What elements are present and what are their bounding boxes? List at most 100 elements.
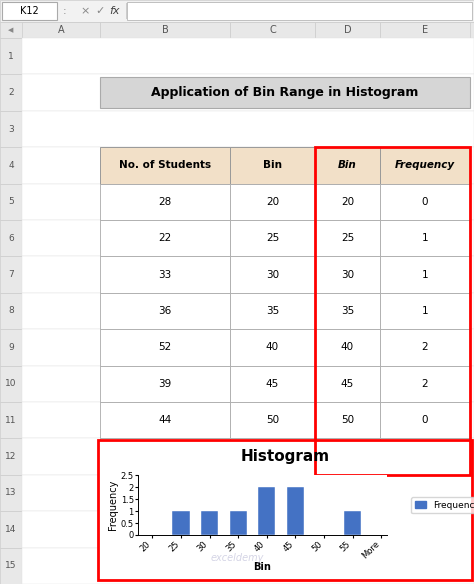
Legend: Frequency: Frequency xyxy=(411,497,474,513)
Text: 12: 12 xyxy=(5,452,17,461)
Bar xyxy=(0,548,22,584)
Text: 44: 44 xyxy=(158,415,172,425)
Bar xyxy=(230,329,315,366)
Text: C: C xyxy=(269,25,276,35)
Bar xyxy=(0,183,22,220)
Text: 25: 25 xyxy=(341,233,354,243)
Text: ✓: ✓ xyxy=(95,6,105,16)
Bar xyxy=(0,220,22,256)
Text: 1: 1 xyxy=(422,306,428,316)
Text: 36: 36 xyxy=(158,306,172,316)
Bar xyxy=(0,38,22,74)
Bar xyxy=(22,147,474,183)
Bar xyxy=(0,475,22,511)
Bar xyxy=(100,439,230,475)
Bar xyxy=(22,366,474,402)
Bar xyxy=(22,329,474,366)
Bar xyxy=(230,22,315,38)
Text: A: A xyxy=(58,25,64,35)
Bar xyxy=(380,220,470,256)
Bar xyxy=(315,329,380,366)
Text: 2: 2 xyxy=(422,342,428,352)
Bar xyxy=(380,22,470,38)
Text: 1: 1 xyxy=(422,270,428,280)
Bar xyxy=(380,402,470,439)
Bar xyxy=(315,256,380,293)
Bar xyxy=(100,329,230,366)
Text: 13: 13 xyxy=(5,488,17,498)
Text: exceldemy: exceldemy xyxy=(210,552,264,562)
Bar xyxy=(22,38,474,74)
Text: 55: 55 xyxy=(266,451,279,461)
Bar xyxy=(315,147,470,475)
Text: ×: × xyxy=(80,6,90,16)
Y-axis label: Frequency: Frequency xyxy=(108,480,118,530)
Bar xyxy=(173,511,190,535)
Bar xyxy=(230,183,315,220)
Text: 8: 8 xyxy=(8,307,14,315)
Bar xyxy=(0,439,22,475)
Bar xyxy=(380,256,470,293)
Bar xyxy=(126,3,127,19)
Bar xyxy=(229,511,247,535)
Bar xyxy=(230,220,315,256)
Bar xyxy=(230,293,315,329)
Bar xyxy=(230,402,315,439)
Text: 7: 7 xyxy=(8,270,14,279)
Text: 20: 20 xyxy=(266,197,279,207)
Text: 40: 40 xyxy=(341,342,354,352)
Text: K12: K12 xyxy=(19,6,38,16)
Bar xyxy=(230,439,315,475)
Text: 52: 52 xyxy=(158,342,172,352)
Bar xyxy=(315,366,380,402)
Text: 20: 20 xyxy=(341,197,354,207)
Bar xyxy=(258,487,275,535)
Bar xyxy=(315,183,380,220)
Bar xyxy=(2,2,57,20)
Bar xyxy=(0,402,22,439)
Bar xyxy=(100,220,230,256)
Bar xyxy=(230,256,315,293)
Text: 30: 30 xyxy=(266,270,279,280)
Text: 11: 11 xyxy=(5,416,17,425)
Text: 1: 1 xyxy=(422,451,428,461)
Bar xyxy=(100,77,470,108)
Bar xyxy=(22,256,474,293)
Bar xyxy=(287,487,304,535)
Text: fx: fx xyxy=(110,6,120,16)
Text: ◀: ◀ xyxy=(9,27,14,33)
Bar xyxy=(0,329,22,366)
Bar xyxy=(380,293,470,329)
Text: 50: 50 xyxy=(341,415,354,425)
Text: 25: 25 xyxy=(266,233,279,243)
Text: 45: 45 xyxy=(158,451,172,461)
Bar xyxy=(344,511,361,535)
Text: 0: 0 xyxy=(422,415,428,425)
Text: D: D xyxy=(344,25,351,35)
Bar xyxy=(230,366,315,402)
Bar xyxy=(201,511,218,535)
Bar xyxy=(100,293,230,329)
Text: 15: 15 xyxy=(5,561,17,571)
Bar xyxy=(315,439,380,475)
Text: 10: 10 xyxy=(5,379,17,388)
Text: 14: 14 xyxy=(5,525,17,534)
Bar xyxy=(100,22,230,38)
Bar xyxy=(100,147,230,183)
Bar xyxy=(22,402,474,439)
Text: 40: 40 xyxy=(266,342,279,352)
Text: 1: 1 xyxy=(8,52,14,61)
Bar xyxy=(0,256,22,293)
Bar xyxy=(98,440,472,580)
Bar xyxy=(0,22,474,38)
Bar xyxy=(0,74,22,111)
X-axis label: Bin: Bin xyxy=(254,562,272,572)
Text: 50: 50 xyxy=(266,415,279,425)
Bar xyxy=(22,293,474,329)
Text: 3: 3 xyxy=(8,124,14,134)
Bar xyxy=(0,0,474,22)
Bar xyxy=(380,366,470,402)
Bar xyxy=(315,147,380,183)
Bar xyxy=(100,183,230,220)
Text: 0: 0 xyxy=(422,197,428,207)
